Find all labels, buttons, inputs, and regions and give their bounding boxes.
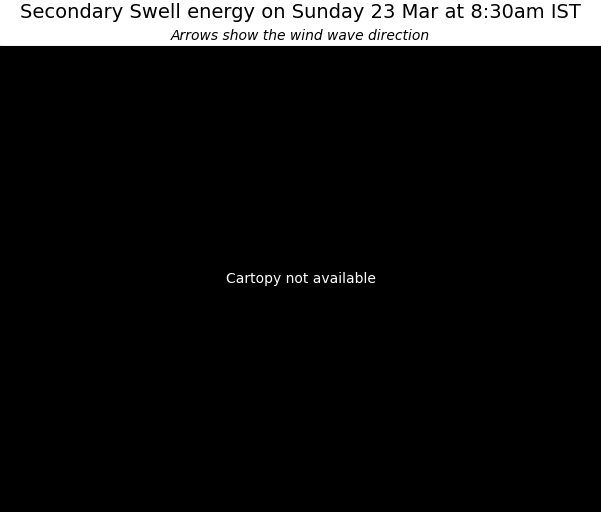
Text: Secondary Swell energy on Sunday 23 Mar at 8:30am IST: Secondary Swell energy on Sunday 23 Mar …: [20, 4, 581, 23]
Text: Arrows show the wind wave direction: Arrows show the wind wave direction: [171, 29, 430, 43]
Text: Cartopy not available: Cartopy not available: [225, 272, 376, 286]
